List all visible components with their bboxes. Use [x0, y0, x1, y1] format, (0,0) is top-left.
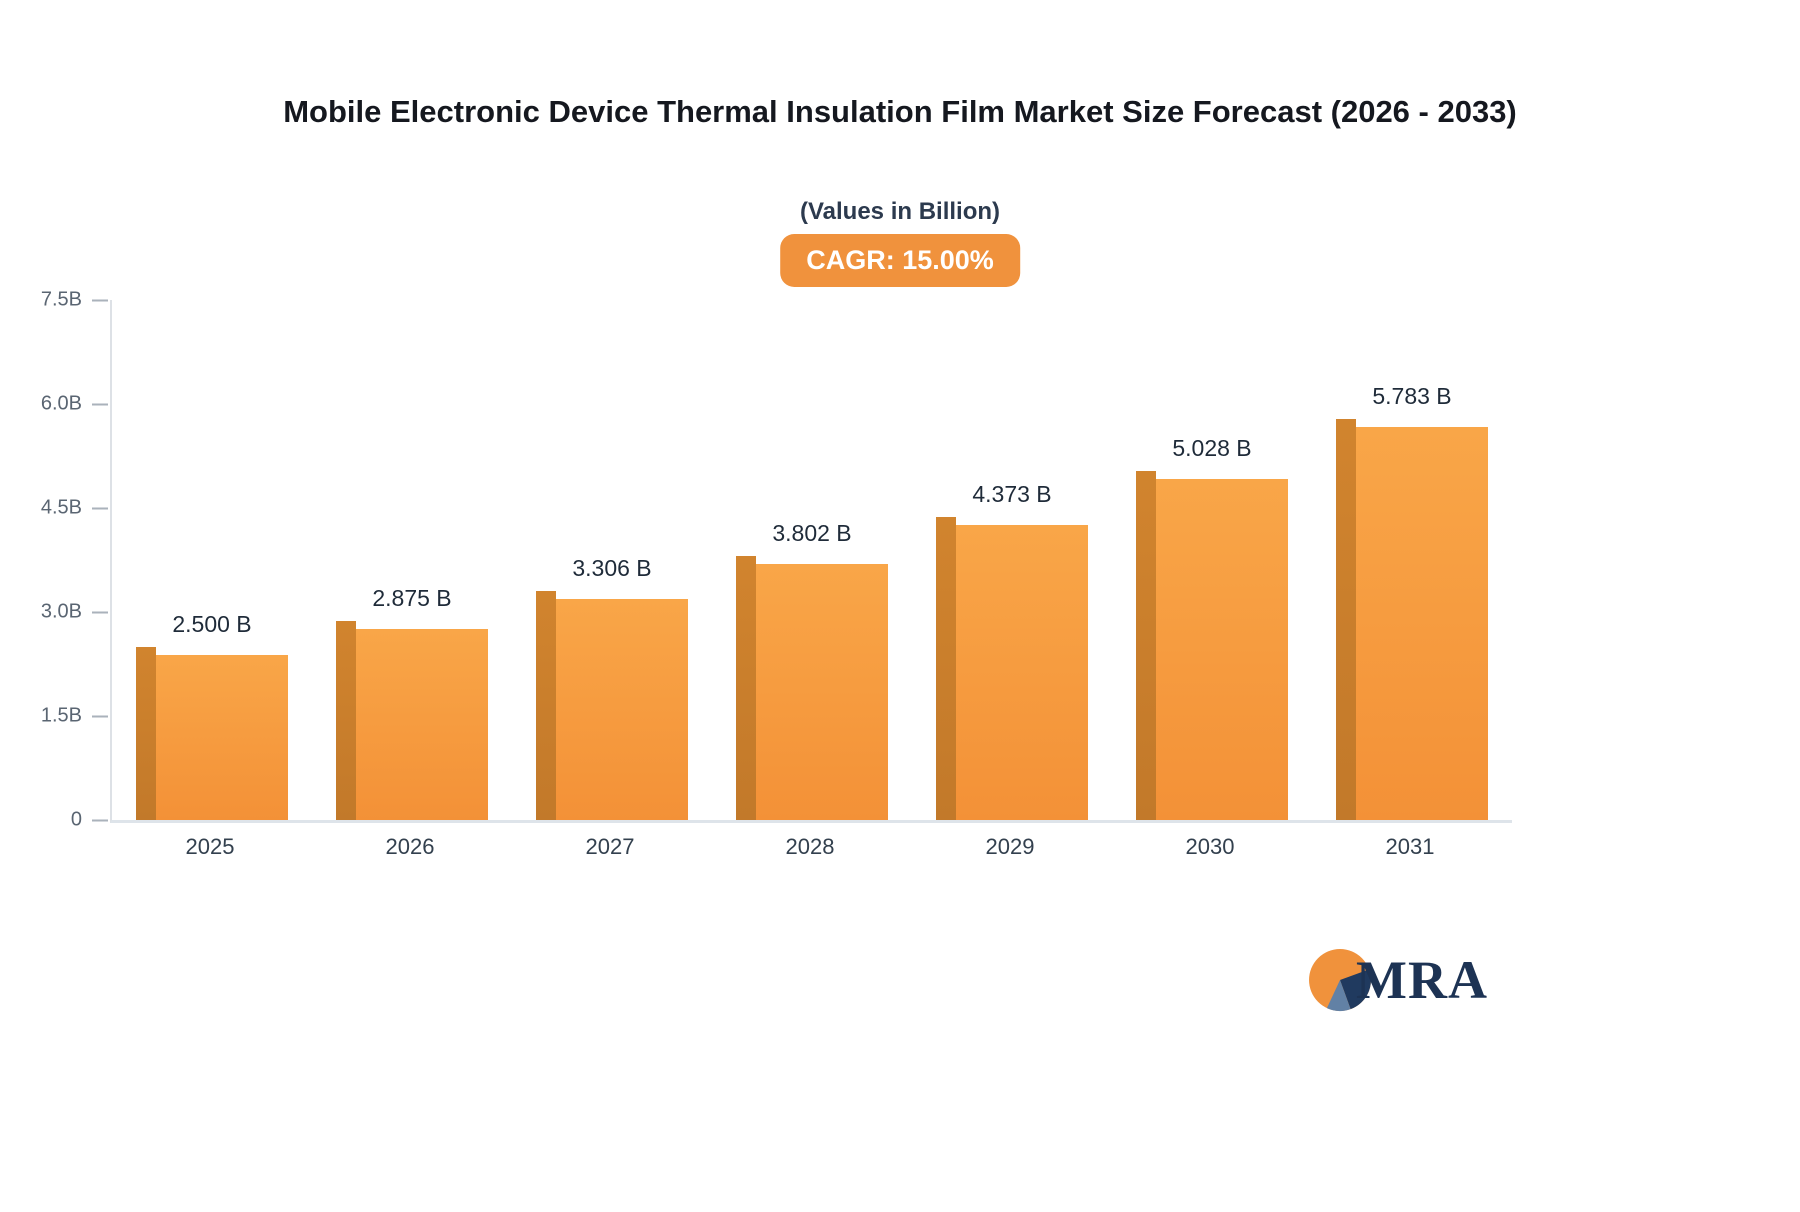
bar-value-label: 2.875 B [372, 584, 452, 611]
y-tick: 6.0B [0, 393, 108, 416]
bar-2028 [736, 556, 888, 820]
y-tick-label: 3.0B [40, 600, 82, 623]
y-tick-mark [92, 403, 108, 405]
y-tick-mark [92, 611, 108, 613]
bar-value-label: 5.028 B [1172, 435, 1252, 462]
bar-front-face [956, 524, 1088, 820]
y-tick-label: 7.5B [40, 288, 82, 311]
y-tick-mark [92, 715, 108, 717]
bar-side-face [1336, 419, 1356, 820]
logo-text: MRA [1356, 950, 1488, 1010]
bar-chart-plot-area: 2.500 B 2.875 B 3.306 B 3.802 B 4.373 B 5.028… [110, 300, 1512, 823]
y-tick-label: 0 [70, 808, 82, 831]
bar-value-label: 4.373 B [972, 480, 1052, 507]
x-axis-label: 2030 [1185, 834, 1235, 859]
bar-value-label: 2.500 B [172, 610, 252, 637]
bar-side-face [536, 590, 556, 820]
bar-slot: 2.500 B [112, 300, 312, 820]
bar-2026 [336, 620, 488, 820]
x-axis-label: 2031 [1385, 834, 1435, 859]
bar-front-face [556, 598, 688, 820]
bar-side-face [136, 646, 156, 820]
bar-value-label: 3.802 B [772, 520, 852, 547]
bar-side-face [736, 556, 756, 820]
chart-subtitle: (Values in Billion) [799, 198, 1001, 225]
y-tick-mark [92, 819, 108, 821]
cagr-badge: CAGR: 15.00% [780, 234, 1020, 287]
bar-front-face [1156, 479, 1288, 820]
y-tick: 4.5B [0, 497, 108, 520]
bar-slot: 3.802 B [712, 300, 912, 820]
bar-slot: 5.028 B [1112, 300, 1312, 820]
bar-side-face [936, 516, 956, 820]
y-tick-label: 1.5B [40, 704, 82, 727]
y-tick-mark [92, 299, 108, 301]
bar-2031 [1336, 419, 1488, 820]
x-axis-label: 2025 [185, 834, 235, 859]
chart-title: Mobile Electronic Device Thermal Insulat… [283, 94, 1517, 129]
bar-slot: 3.306 B [512, 300, 712, 820]
bar-value-label: 5.783 B [1372, 383, 1452, 410]
x-axis-label: 2029 [985, 834, 1035, 859]
bar-side-face [336, 620, 356, 820]
y-tick: 1.5B [0, 705, 108, 728]
bar-side-face [1136, 471, 1156, 820]
bar-2025 [136, 646, 288, 820]
logo-pie-icon [1309, 949, 1371, 1011]
bar-value-label: 3.306 B [572, 554, 652, 581]
bar-2029 [936, 516, 1088, 820]
y-tick-label: 4.5B [40, 496, 82, 519]
bar-front-face [756, 564, 888, 820]
bar-front-face [356, 628, 488, 820]
bar-front-face [156, 654, 288, 820]
bar-slot: 2.875 B [312, 300, 512, 820]
x-axis-label: 2026 [385, 834, 435, 859]
y-axis: 7.5B 6.0B 4.5B 3.0B 1.5B 0 [0, 289, 108, 831]
x-axis-label: 2028 [785, 834, 835, 859]
company-logo: MRA [1308, 948, 1488, 1012]
bar-front-face [1356, 427, 1488, 820]
y-tick-label: 6.0B [40, 392, 82, 415]
y-tick: 3.0B [0, 601, 108, 624]
y-tick: 7.5B [0, 289, 108, 312]
bar-2030 [1136, 471, 1288, 820]
bar-slot: 4.373 B [912, 300, 1112, 820]
bar-slot: 5.783 B [1312, 300, 1512, 820]
x-axis-label: 2027 [585, 834, 635, 859]
y-tick: 0 [0, 809, 108, 832]
y-tick-mark [92, 507, 108, 509]
bar-2027 [536, 590, 688, 820]
x-axis: 2025 2026 2027 2028 2029 2030 2031 [110, 834, 1510, 860]
